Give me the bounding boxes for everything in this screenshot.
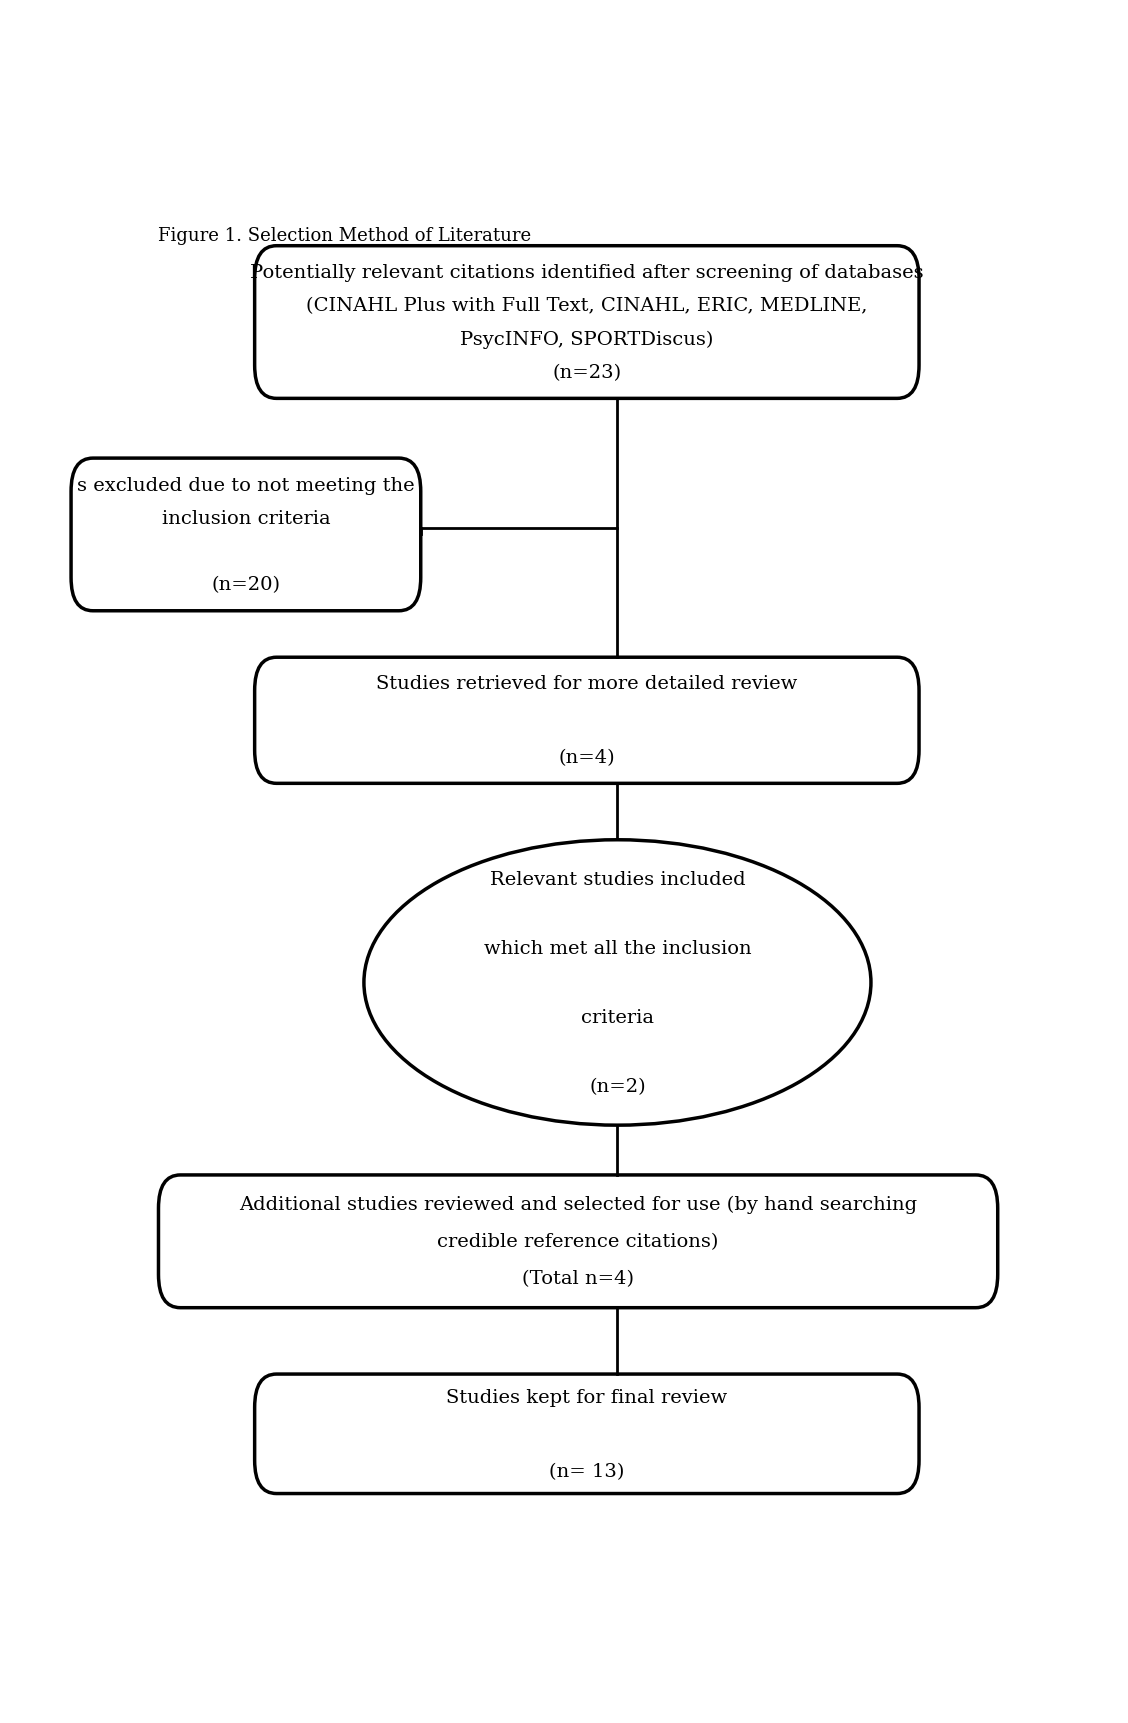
Text: which met all the inclusion: which met all the inclusion [484, 939, 751, 958]
Text: (n=2): (n=2) [589, 1077, 645, 1096]
Text: (n= 13): (n= 13) [549, 1463, 625, 1480]
Text: credible reference citations): credible reference citations) [438, 1232, 719, 1251]
Text: Studies retrieved for more detailed review: Studies retrieved for more detailed revi… [376, 675, 797, 693]
Text: (n=4): (n=4) [558, 750, 615, 767]
FancyBboxPatch shape [255, 246, 919, 400]
Text: PsycINFO, SPORTDiscus): PsycINFO, SPORTDiscus) [460, 331, 714, 348]
FancyBboxPatch shape [255, 1375, 919, 1494]
FancyBboxPatch shape [158, 1175, 997, 1308]
Text: (CINAHL Plus with Full Text, CINAHL, ERIC, MEDLINE,: (CINAHL Plus with Full Text, CINAHL, ERI… [306, 298, 867, 315]
Text: s excluded due to not meeting the: s excluded due to not meeting the [77, 476, 415, 495]
Text: (n=23): (n=23) [553, 364, 622, 381]
Text: (Total n=4): (Total n=4) [522, 1270, 634, 1287]
Ellipse shape [364, 841, 871, 1125]
FancyBboxPatch shape [71, 458, 421, 612]
Text: Studies kept for final review: Studies kept for final review [447, 1387, 728, 1406]
Text: Figure 1. Selection Method of Literature: Figure 1. Selection Method of Literature [158, 227, 531, 245]
Text: Relevant studies included: Relevant studies included [490, 870, 746, 889]
Text: (n=20): (n=20) [211, 575, 281, 594]
Text: Additional studies reviewed and selected for use (by hand searching: Additional studies reviewed and selected… [239, 1196, 917, 1213]
Text: Potentially relevant citations identified after screening of databases: Potentially relevant citations identifie… [250, 264, 924, 283]
Text: criteria: criteria [581, 1008, 654, 1027]
Text: inclusion criteria: inclusion criteria [161, 510, 331, 527]
FancyBboxPatch shape [255, 658, 919, 784]
